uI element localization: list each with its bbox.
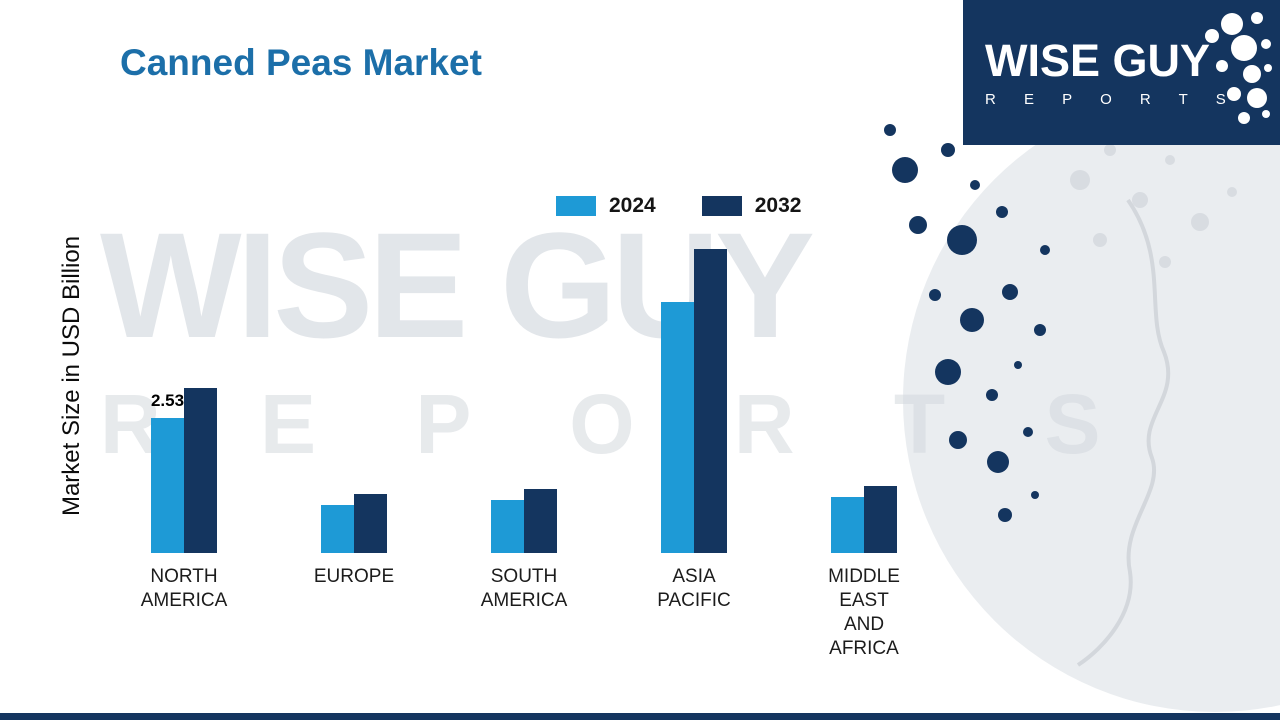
bar-group: ASIA PACIFIC <box>624 233 764 611</box>
category-label: ASIA PACIFIC <box>657 566 731 611</box>
bar-group: 2.53 NORTH AMERICA <box>114 233 254 611</box>
bar-pair <box>831 486 897 553</box>
face-dots-icon <box>1205 12 1272 124</box>
logo: WISE GUY R E P O R T S <box>963 0 1280 145</box>
legend-label: 2024 <box>609 194 656 217</box>
bar-2032 <box>524 489 557 553</box>
bar-group: EUROPE <box>284 233 424 587</box>
bar-2024 <box>831 497 864 553</box>
logo-subtitle: R E P O R T S <box>985 90 1238 108</box>
page-title: Canned Peas Market <box>120 42 482 83</box>
category-label: SOUTH AMERICA <box>480 566 568 611</box>
legend-swatch <box>556 196 596 216</box>
bar-group: MIDDLE EAST AND AFRICA <box>794 233 934 659</box>
bar-2032 <box>184 387 217 553</box>
logo-name: WISE GUY <box>985 34 1211 86</box>
legend-item-2032: 2032 <box>701 194 802 218</box>
bar-pair: 2.53 <box>151 387 217 553</box>
bar-2024 <box>321 505 354 553</box>
y-axis-label: Market Size in USD Billion <box>58 235 85 517</box>
bar-2024 <box>661 302 694 553</box>
bar-pair <box>491 489 557 553</box>
chart-plot: 2.53 NORTH AMERICA EUROPE SOUTH AMERICA ASIA… <box>114 233 934 659</box>
bar-group: SOUTH AMERICA <box>454 233 594 611</box>
logo-text: WISE GUY R E P O R T S <box>985 38 1238 108</box>
bar-2032 <box>354 494 387 553</box>
legend-item-2024: 2024 <box>556 194 656 218</box>
bar-value-label: 2.53 <box>150 391 185 411</box>
bar-2032 <box>694 249 727 553</box>
bottom-accent-bar <box>0 713 1280 720</box>
category-label: EUROPE <box>313 566 395 587</box>
bar-pair <box>661 249 727 553</box>
bar-2024 <box>491 499 524 553</box>
category-label: MIDDLE EAST AND AFRICA <box>828 566 900 659</box>
chart-legend: 2024 2032 <box>556 194 801 218</box>
bar-pair <box>321 494 387 553</box>
bar-2024: 2.53 <box>151 391 184 553</box>
bar-2032 <box>864 486 897 553</box>
category-label: NORTH AMERICA <box>140 566 228 611</box>
legend-swatch <box>701 196 742 216</box>
legend-label: 2032 <box>754 194 802 217</box>
